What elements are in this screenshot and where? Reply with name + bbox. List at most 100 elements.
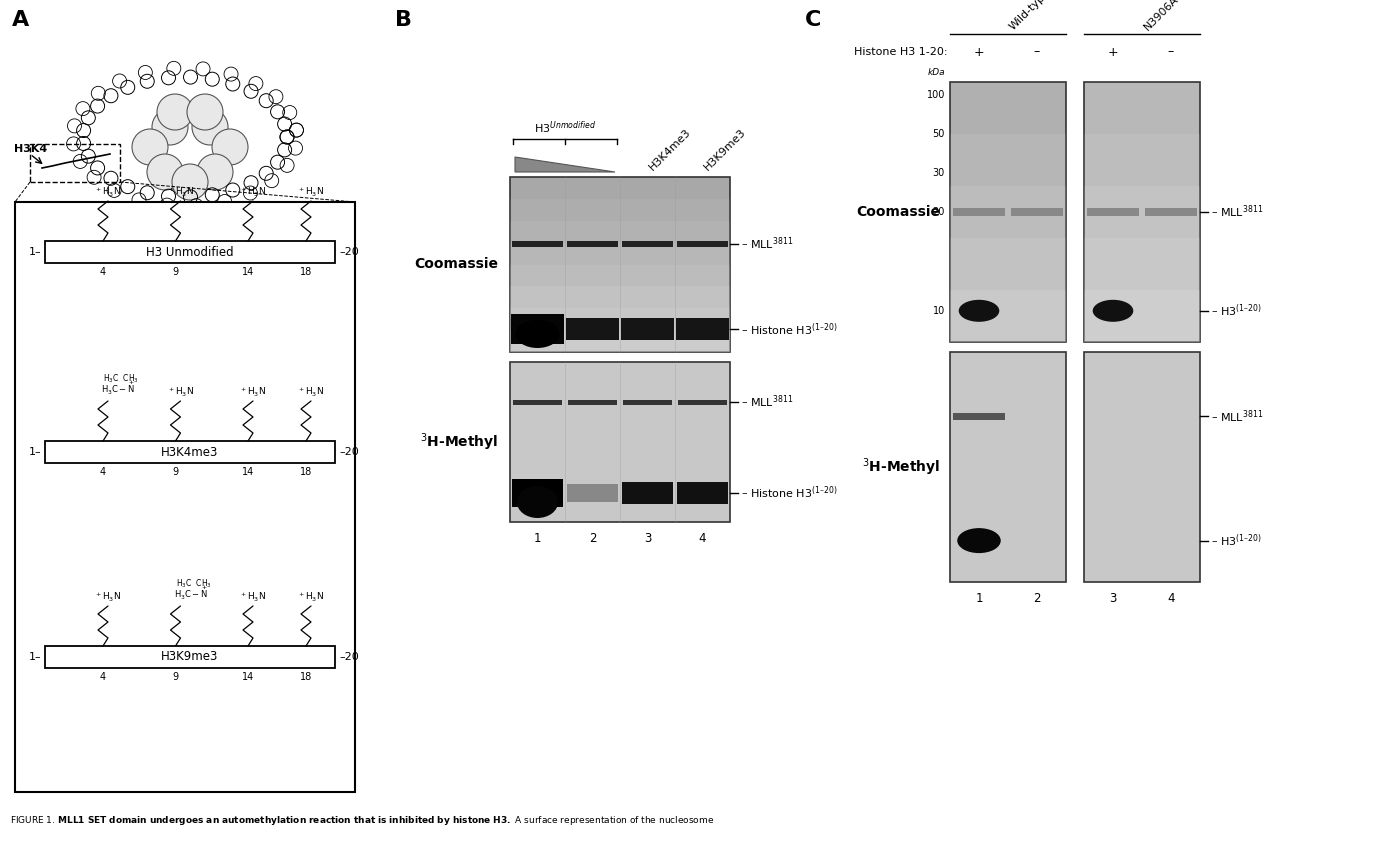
FancyBboxPatch shape — [951, 186, 1067, 238]
FancyBboxPatch shape — [676, 318, 729, 340]
Ellipse shape — [517, 486, 558, 518]
Circle shape — [187, 94, 223, 130]
Text: $\mathsf{H_3C\ \ CH_3}$: $\mathsf{H_3C\ \ CH_3}$ — [176, 578, 211, 590]
FancyBboxPatch shape — [951, 134, 1067, 186]
Text: 4: 4 — [699, 532, 706, 545]
Text: B: B — [395, 10, 412, 30]
Text: 4: 4 — [101, 672, 106, 682]
Text: $\mathsf{^+H_3N}$: $\mathsf{^+H_3N}$ — [240, 386, 267, 399]
Text: C: C — [805, 10, 821, 30]
FancyBboxPatch shape — [623, 400, 671, 405]
Text: H3K9me3: H3K9me3 — [162, 651, 219, 663]
Ellipse shape — [959, 300, 1000, 322]
FancyBboxPatch shape — [1085, 186, 1201, 238]
FancyBboxPatch shape — [512, 241, 563, 247]
Text: 9: 9 — [173, 672, 179, 682]
FancyBboxPatch shape — [510, 330, 730, 352]
Text: 3: 3 — [644, 532, 651, 545]
Text: $\mathsf{^+H_3N}$: $\mathsf{^+H_3N}$ — [297, 186, 324, 199]
Text: 1: 1 — [976, 592, 983, 605]
FancyBboxPatch shape — [1085, 82, 1201, 342]
FancyBboxPatch shape — [623, 482, 673, 504]
Text: FIGURE 1. $\bf{MLL1\ SET\ domain\ undergoes\ an\ automethylation\ reaction\ that: FIGURE 1. $\bf{MLL1\ SET\ domain\ underg… — [10, 814, 715, 827]
FancyBboxPatch shape — [45, 646, 335, 668]
FancyBboxPatch shape — [567, 241, 618, 247]
FancyBboxPatch shape — [1085, 290, 1201, 342]
FancyBboxPatch shape — [510, 199, 730, 221]
Text: A: A — [13, 10, 29, 30]
Text: $\mathsf{^+H_3N}$: $\mathsf{^+H_3N}$ — [240, 186, 267, 199]
FancyBboxPatch shape — [677, 241, 727, 247]
FancyBboxPatch shape — [45, 241, 335, 263]
FancyBboxPatch shape — [1085, 238, 1201, 290]
Ellipse shape — [1093, 300, 1134, 322]
FancyBboxPatch shape — [510, 286, 730, 308]
Text: H3K4me3: H3K4me3 — [648, 126, 692, 172]
Text: +: + — [973, 45, 984, 58]
Text: Wild-type: Wild-type — [1008, 0, 1053, 32]
FancyBboxPatch shape — [677, 482, 727, 504]
Text: H3K4me3: H3K4me3 — [162, 445, 219, 459]
Text: – Histone H3$^{(1–20)}$: – Histone H3$^{(1–20)}$ — [741, 485, 838, 502]
FancyBboxPatch shape — [511, 314, 564, 344]
Text: 14: 14 — [242, 467, 254, 477]
Text: 100: 100 — [927, 90, 945, 100]
Ellipse shape — [515, 320, 560, 348]
Text: 50: 50 — [933, 129, 945, 139]
Text: N3906A: N3906A — [1142, 0, 1180, 32]
FancyBboxPatch shape — [951, 82, 1067, 342]
Circle shape — [197, 154, 233, 190]
Text: 14: 14 — [242, 267, 254, 277]
Text: $\mathsf{H_3C\ \ CH_3}$: $\mathsf{H_3C\ \ CH_3}$ — [103, 372, 140, 385]
Text: 30: 30 — [933, 168, 945, 178]
Text: Histone H3 1-20:: Histone H3 1-20: — [853, 47, 946, 57]
FancyBboxPatch shape — [951, 290, 1067, 342]
Circle shape — [212, 129, 248, 165]
Circle shape — [193, 109, 228, 145]
Text: 18: 18 — [300, 672, 313, 682]
Text: $\mathsf{^+H_3N}$: $\mathsf{^+H_3N}$ — [95, 186, 121, 199]
FancyBboxPatch shape — [951, 238, 1067, 290]
FancyBboxPatch shape — [1087, 208, 1139, 216]
FancyBboxPatch shape — [510, 308, 730, 330]
FancyBboxPatch shape — [510, 177, 730, 352]
Text: – MLL$^{3811}$: – MLL$^{3811}$ — [1210, 408, 1263, 424]
Text: 20: 20 — [933, 207, 945, 217]
Text: 1–: 1– — [28, 652, 40, 662]
FancyBboxPatch shape — [621, 318, 674, 340]
Text: –20: –20 — [339, 447, 359, 457]
FancyBboxPatch shape — [1085, 352, 1201, 582]
Circle shape — [147, 154, 183, 190]
Text: 2: 2 — [1033, 592, 1041, 605]
Circle shape — [152, 109, 188, 145]
Text: $\mathsf{^+H_3N}$: $\mathsf{^+H_3N}$ — [168, 186, 194, 199]
Text: 18: 18 — [300, 467, 313, 477]
FancyBboxPatch shape — [1085, 134, 1201, 186]
FancyBboxPatch shape — [510, 242, 730, 264]
Text: kDa: kDa — [927, 68, 945, 77]
Text: H3K4: H3K4 — [14, 144, 47, 154]
Text: $\mathsf{^+H_3N}$: $\mathsf{^+H_3N}$ — [240, 591, 267, 604]
FancyBboxPatch shape — [568, 400, 617, 405]
FancyBboxPatch shape — [512, 479, 563, 507]
Text: $\mathsf{H_3C-\overset{+}{N}}$: $\mathsf{H_3C-\overset{+}{N}}$ — [101, 379, 135, 397]
FancyBboxPatch shape — [1145, 208, 1196, 216]
FancyBboxPatch shape — [951, 352, 1067, 582]
Text: – MLL$^{3811}$: – MLL$^{3811}$ — [741, 394, 793, 410]
Text: – H3$^{(1–20)}$: – H3$^{(1–20)}$ — [1210, 532, 1262, 549]
Text: 10: 10 — [933, 306, 945, 316]
Text: 1–: 1– — [28, 447, 40, 457]
FancyBboxPatch shape — [15, 202, 355, 792]
Text: Coomassie: Coomassie — [415, 258, 498, 271]
FancyBboxPatch shape — [512, 400, 563, 405]
Text: H3$^{Unmodified}$: H3$^{Unmodified}$ — [533, 120, 596, 136]
Text: 2: 2 — [589, 532, 596, 545]
FancyBboxPatch shape — [1011, 208, 1062, 216]
Polygon shape — [515, 157, 616, 172]
Circle shape — [156, 94, 193, 130]
Text: – Histone H3$^{(1–20)}$: – Histone H3$^{(1–20)}$ — [741, 321, 838, 338]
Text: 18: 18 — [300, 267, 313, 277]
Text: 1–: 1– — [28, 247, 40, 257]
Text: $^3$H-Methyl: $^3$H-Methyl — [861, 456, 940, 477]
Text: 4: 4 — [101, 467, 106, 477]
